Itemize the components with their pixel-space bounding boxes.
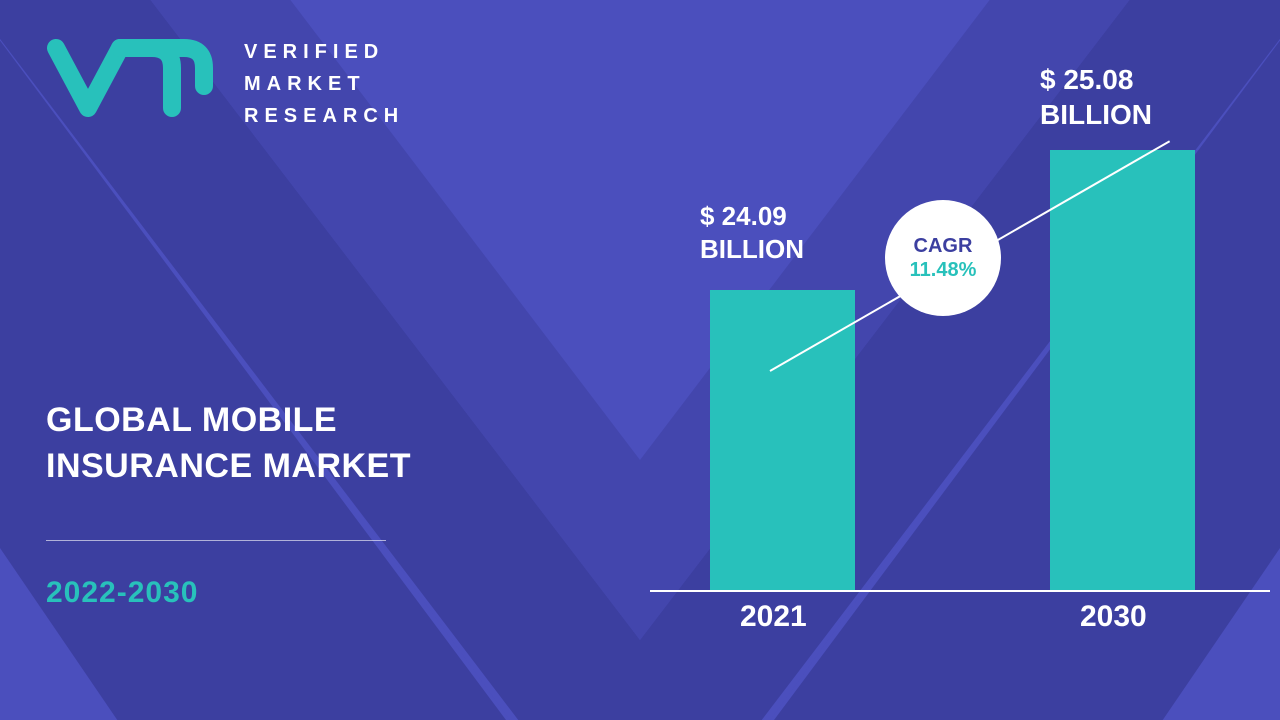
brand-line-1: VERIFIED xyxy=(244,36,404,68)
bar-end-value-label: $ 25.08 BILLION xyxy=(1040,62,1152,132)
logo-mark-icon xyxy=(46,36,216,126)
bar-start-value-label: $ 24.09 BILLION xyxy=(700,200,804,265)
cagr-label: CAGR xyxy=(914,234,973,258)
title-line-1: GLOBAL MOBILE xyxy=(46,398,411,444)
report-title: GLOBAL MOBILE INSURANCE MARKET xyxy=(46,398,411,490)
brand-line-3: RESEARCH xyxy=(244,100,404,132)
infographic-canvas: VERIFIED MARKET RESEARCH GLOBAL MOBILE I… xyxy=(0,0,1280,720)
bar-end-value-line2: BILLION xyxy=(1040,97,1152,132)
bar-end-x-label: 2030 xyxy=(1080,600,1147,634)
forecast-period: 2022-2030 xyxy=(46,576,198,610)
chart-baseline xyxy=(650,590,1270,592)
bar-start-x-label: 2021 xyxy=(740,600,807,634)
cagr-badge: CAGR 11.48% xyxy=(885,200,1001,316)
cagr-value: 11.48% xyxy=(910,258,977,282)
title-line-2: INSURANCE MARKET xyxy=(46,444,411,490)
bar-start-value-line2: BILLION xyxy=(700,233,804,266)
market-bar-chart: $ 24.09 BILLION 2021 $ 25.08 BILLION 203… xyxy=(650,0,1280,720)
bar-end-value-line1: $ 25.08 xyxy=(1040,62,1152,97)
bar-start-value-line1: $ 24.09 xyxy=(700,200,804,233)
title-divider xyxy=(46,540,386,541)
brand-logo-text: VERIFIED MARKET RESEARCH xyxy=(244,36,404,132)
brand-line-2: MARKET xyxy=(244,68,404,100)
bar-end-year xyxy=(1050,150,1195,590)
brand-logo: VERIFIED MARKET RESEARCH xyxy=(46,36,404,132)
